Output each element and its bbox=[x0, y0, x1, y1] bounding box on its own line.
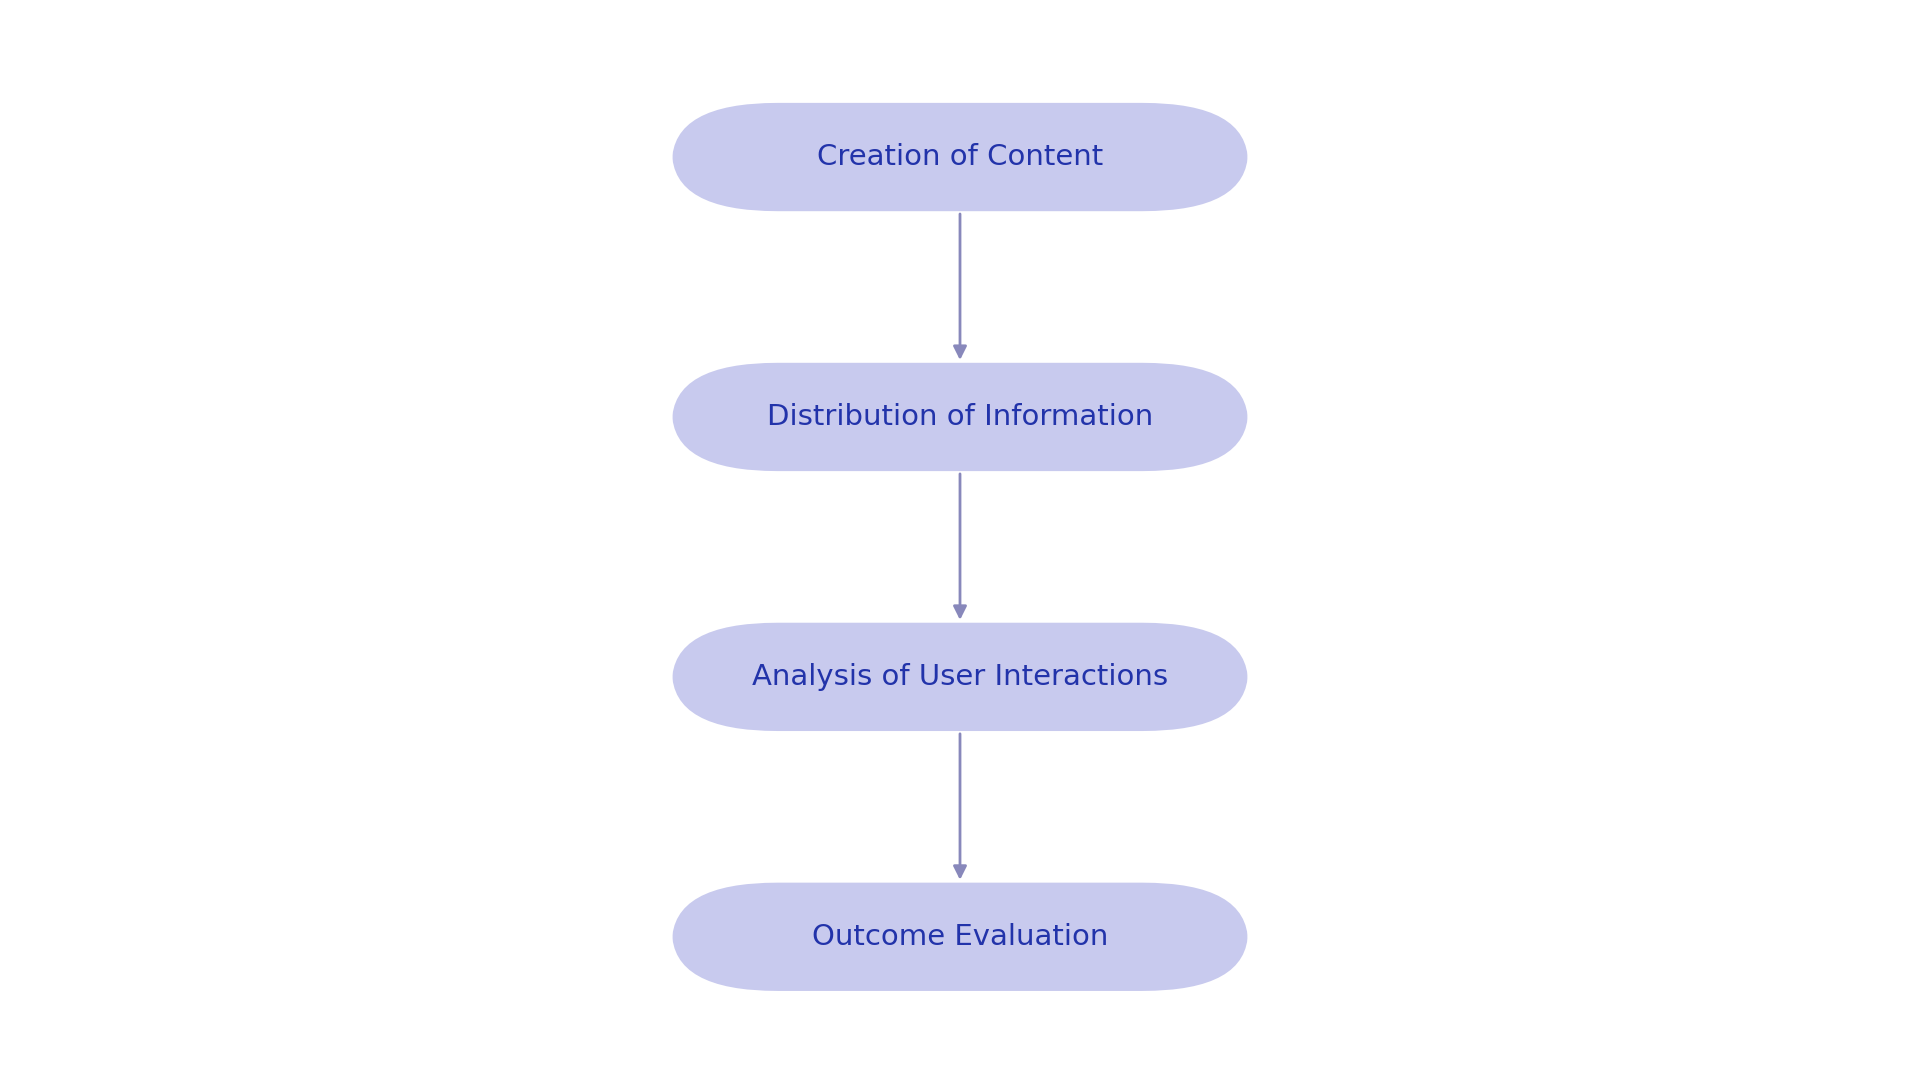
Text: Analysis of User Interactions: Analysis of User Interactions bbox=[753, 663, 1167, 691]
FancyBboxPatch shape bbox=[672, 623, 1248, 731]
Text: Creation of Content: Creation of Content bbox=[816, 143, 1104, 171]
Text: Distribution of Information: Distribution of Information bbox=[766, 403, 1154, 431]
FancyBboxPatch shape bbox=[672, 363, 1248, 471]
FancyBboxPatch shape bbox=[672, 103, 1248, 211]
FancyBboxPatch shape bbox=[672, 883, 1248, 991]
Text: Outcome Evaluation: Outcome Evaluation bbox=[812, 923, 1108, 951]
